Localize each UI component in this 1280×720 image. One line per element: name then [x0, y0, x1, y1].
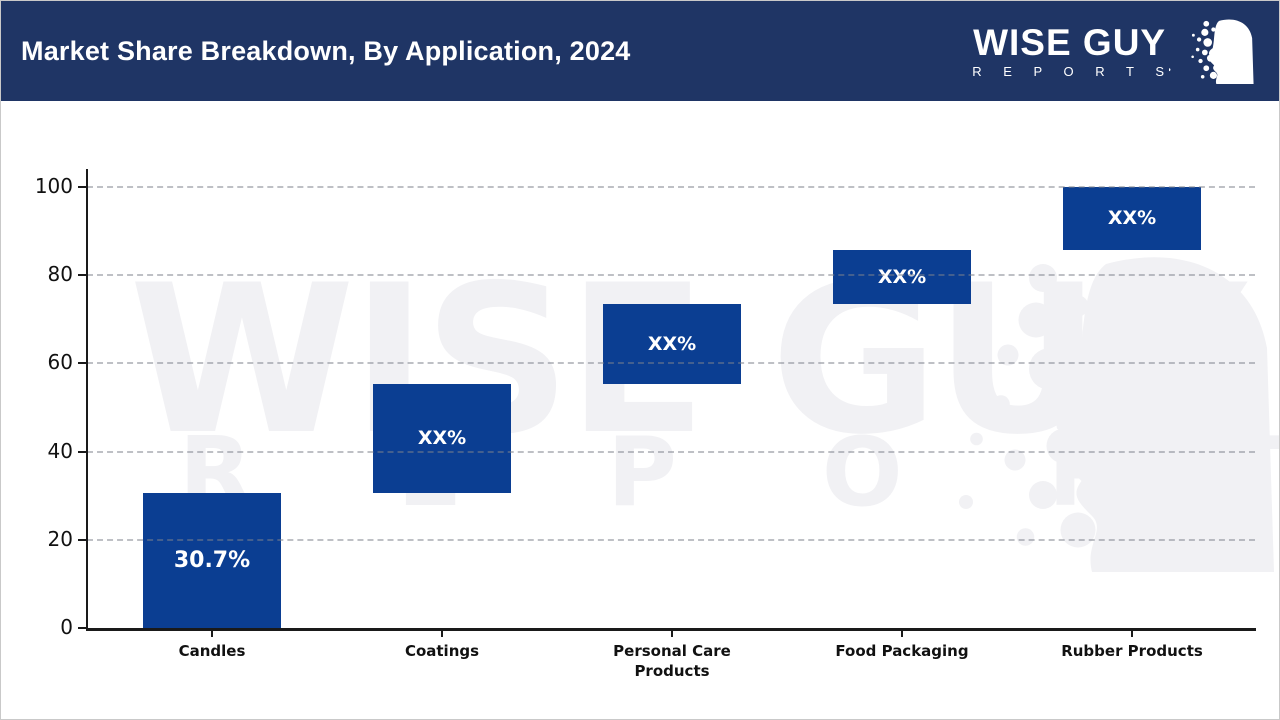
bar-value-label: XX%: [1107, 207, 1157, 230]
y-tick-label: 20: [47, 526, 73, 551]
page-title: Market Share Breakdown, By Application, …: [21, 35, 631, 66]
gridline-60: [87, 362, 1255, 365]
x-tick-mark: [671, 631, 673, 637]
y-tick-label: 60: [47, 350, 73, 375]
waterfall-chart: 0 20 40 60 80 100 30.7% Candles XX% Coatings XX% Pe…: [1, 101, 1279, 719]
gridline-80: [87, 274, 1255, 277]
x-axis-label-candles: Candles: [178, 642, 246, 660]
y-tick-label: 80: [47, 262, 73, 287]
y-tick-mark: [78, 538, 86, 541]
logo-wordmark: WISE GUY: [973, 21, 1167, 63]
x-axis-label-food-packaging: Food Packaging: [835, 642, 969, 660]
x-axis-label-rubber-products: Rubber Products: [1061, 642, 1203, 660]
y-tick-label: 0: [60, 615, 73, 639]
y-tick-mark: [78, 450, 86, 453]
x-tick-mark: [901, 631, 903, 637]
bar-value-label: XX%: [417, 427, 467, 450]
bar-candles: 30.7%: [143, 492, 281, 628]
x-tick-mark: [211, 631, 213, 637]
bar-coatings: XX%: [373, 384, 511, 493]
logo-text: WISE GUY R E P O R T S: [966, 21, 1173, 79]
y-tick-mark: [78, 627, 86, 629]
watermark-head-profile-icon: [959, 257, 1274, 572]
y-axis-line: [86, 169, 88, 630]
logo-subtitle: R E P O R T S: [972, 63, 1173, 79]
gridline-20: [87, 538, 1255, 541]
x-axis-label-coatings: Coatings: [404, 642, 480, 660]
bar-value-label: XX%: [877, 265, 927, 288]
wise-guy-reports-logo: WISE GUY R E P O R T S: [966, 7, 1255, 95]
x-axis-label-personal-care-products: Personal Care Products: [613, 642, 731, 680]
bar-food-packaging: XX%: [833, 249, 971, 304]
bar-value-label: XX%: [647, 332, 697, 355]
x-tick-mark: [441, 631, 443, 637]
y-tick-mark: [78, 274, 86, 277]
x-axis-line: [86, 628, 1256, 631]
bar-value-label: 30.7%: [173, 547, 251, 573]
gridline-100: [87, 186, 1255, 188]
gridline-40: [87, 450, 1255, 453]
header-bar: Market Share Breakdown, By Application, …: [1, 1, 1279, 101]
y-tick-label: 40: [47, 438, 73, 463]
bar-personal-care-products: XX%: [603, 303, 741, 385]
y-tick-label: 100: [34, 174, 73, 198]
bar-rubber-products: XX%: [1063, 187, 1201, 250]
logo-head-profile-icon: [1169, 19, 1254, 84]
y-tick-mark: [78, 362, 86, 365]
y-tick-mark: [78, 186, 86, 188]
x-tick-mark: [1131, 631, 1133, 637]
